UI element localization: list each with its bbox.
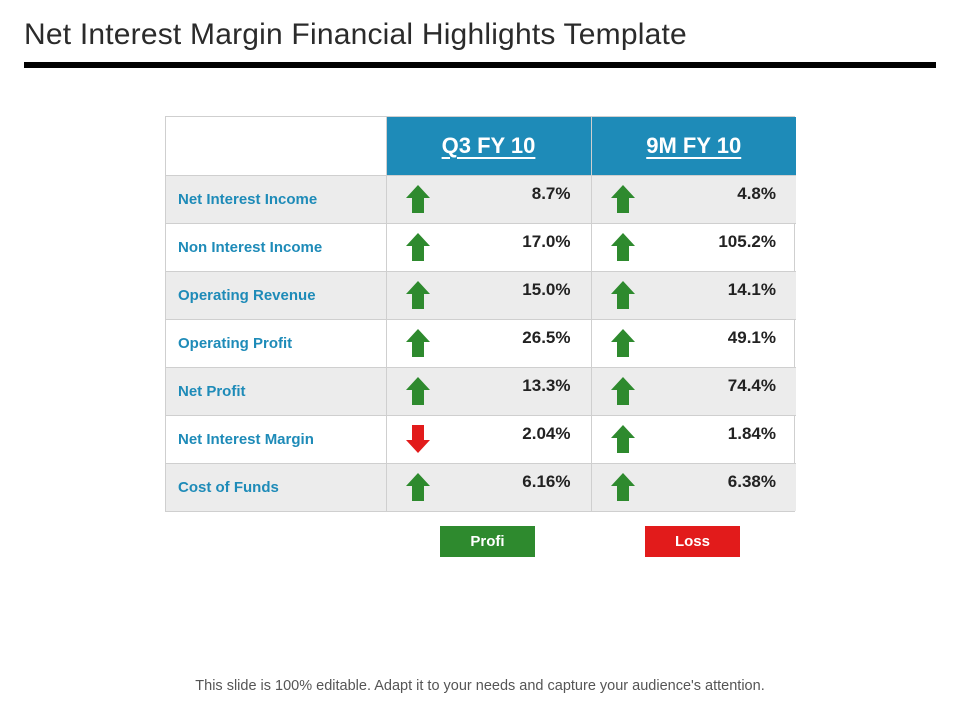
arrow-down-icon [405,424,431,454]
header-period-1: 9M FY 10 [591,117,796,175]
value-cell: 105.2% [591,223,796,271]
value-text: 6.38% [728,472,776,492]
value-cell: 8.7% [386,175,591,223]
row-label: Operating Revenue [166,271,386,319]
value-cell: 1.84% [591,415,796,463]
value-text: 74.4% [728,376,776,396]
value-cell: 49.1% [591,319,796,367]
value-text: 15.0% [522,280,570,300]
highlights-table: Q3 FY 10 9M FY 10 Net Interest Income 8.7… [166,117,796,511]
value-cell: 13.3% [386,367,591,415]
page-title: Net Interest Margin Financial Highlights… [24,18,936,52]
table-row: Non Interest Income 17.0% 105.2% [166,223,796,271]
loss-badge: Loss [645,526,740,557]
arrow-up-icon [405,232,431,262]
value-text: 105.2% [718,232,776,252]
header-blank [166,117,386,175]
row-label: Net Profit [166,367,386,415]
arrow-up-icon [405,376,431,406]
value-cell: 74.4% [591,367,796,415]
value-cell: 6.16% [386,463,591,511]
value-cell: 26.5% [386,319,591,367]
arrow-up-icon [610,184,636,214]
value-text: 13.3% [522,376,570,396]
arrow-up-icon [610,280,636,310]
arrow-up-icon [405,280,431,310]
table-row: Net Interest Margin 2.04% 1.84% [166,415,796,463]
highlights-table-container: Q3 FY 10 9M FY 10 Net Interest Income 8.7… [165,116,795,512]
header-period-0: Q3 FY 10 [386,117,591,175]
value-cell: 2.04% [386,415,591,463]
value-text: 2.04% [522,424,570,444]
table-header-row: Q3 FY 10 9M FY 10 [166,117,796,175]
arrow-up-icon [610,328,636,358]
value-text: 6.16% [522,472,570,492]
row-label: Operating Profit [166,319,386,367]
table-row: Net Profit 13.3% 74.4% [166,367,796,415]
row-label: Non Interest Income [166,223,386,271]
arrow-up-icon [405,328,431,358]
arrow-up-icon [405,184,431,214]
footer-note: This slide is 100% editable. Adapt it to… [0,678,960,694]
value-text: 1.84% [728,424,776,444]
value-cell: 17.0% [386,223,591,271]
table-row: Operating Profit 26.5% 49.1% [166,319,796,367]
table-row: Operating Revenue 15.0% 14.1% [166,271,796,319]
table-row: Cost of Funds 6.16% 6.38% [166,463,796,511]
slide: Net Interest Margin Financial Highlights… [0,0,960,720]
row-label: Net Interest Income [166,175,386,223]
value-text: 4.8% [737,184,776,204]
value-cell: 6.38% [591,463,796,511]
row-label: Cost of Funds [166,463,386,511]
value-cell: 14.1% [591,271,796,319]
value-cell: 15.0% [386,271,591,319]
arrow-up-icon [610,424,636,454]
value-text: 49.1% [728,328,776,348]
arrow-up-icon [610,376,636,406]
arrow-up-icon [405,472,431,502]
value-text: 26.5% [522,328,570,348]
legend: Profi Loss [165,526,795,557]
arrow-up-icon [610,472,636,502]
value-cell: 4.8% [591,175,796,223]
value-text: 14.1% [728,280,776,300]
profit-badge: Profi [440,526,534,557]
row-label: Net Interest Margin [166,415,386,463]
title-rule [24,62,936,68]
value-text: 17.0% [522,232,570,252]
table-row: Net Interest Income 8.7% 4.8% [166,175,796,223]
value-text: 8.7% [532,184,571,204]
arrow-up-icon [610,232,636,262]
